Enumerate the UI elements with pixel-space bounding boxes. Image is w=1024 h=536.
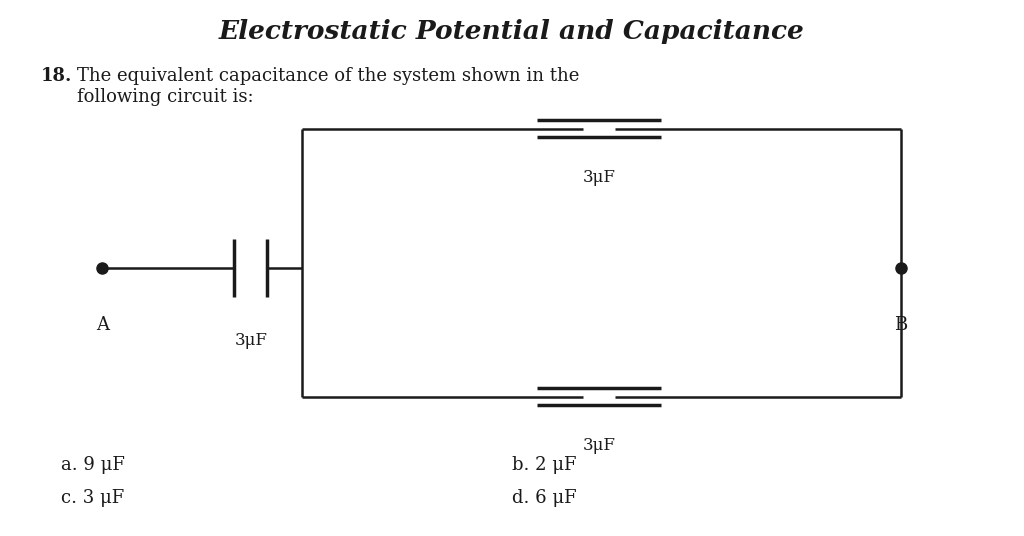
Text: 3μF: 3μF — [583, 437, 615, 454]
Text: The equivalent capacitance of the system shown in the
following circuit is:: The equivalent capacitance of the system… — [77, 67, 580, 106]
Text: Electrostatic Potential and Capacitance: Electrostatic Potential and Capacitance — [219, 19, 805, 44]
Text: b. 2 μF: b. 2 μF — [512, 456, 577, 474]
Text: 18.: 18. — [41, 67, 73, 85]
Text: A: A — [96, 316, 109, 334]
Text: c. 3 μF: c. 3 μF — [61, 488, 125, 507]
Text: a. 9 μF: a. 9 μF — [61, 456, 125, 474]
Text: 3μF: 3μF — [234, 332, 267, 349]
Text: d. 6 μF: d. 6 μF — [512, 488, 577, 507]
Text: B: B — [895, 316, 907, 334]
Text: 3μF: 3μF — [583, 169, 615, 186]
